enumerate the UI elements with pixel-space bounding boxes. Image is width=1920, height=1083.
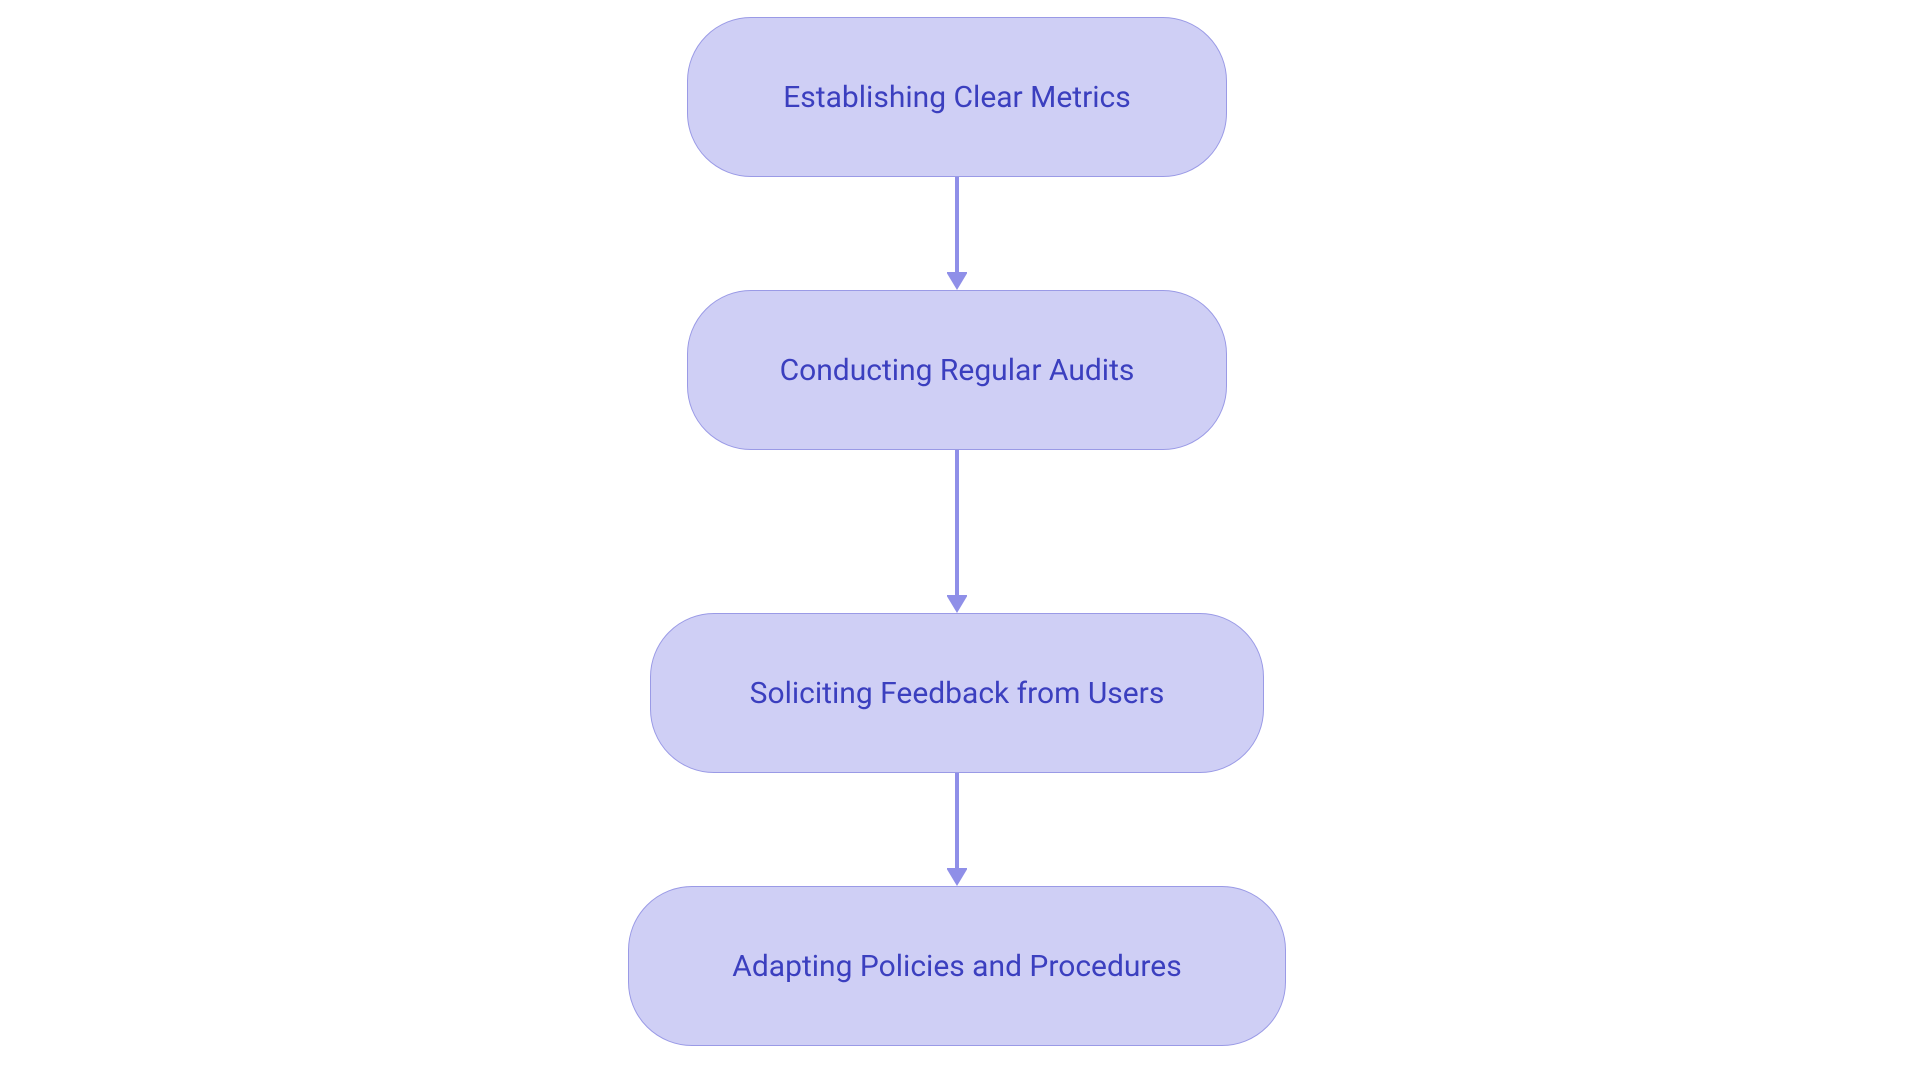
flow-node-1: Establishing Clear Metrics [687, 17, 1227, 177]
flow-node-3-label: Soliciting Feedback from Users [750, 676, 1165, 711]
flow-node-2: Conducting Regular Audits [687, 290, 1227, 450]
flow-edge-3 [947, 773, 967, 886]
flow-node-2-label: Conducting Regular Audits [780, 353, 1135, 388]
flow-node-3: Soliciting Feedback from Users [650, 613, 1264, 773]
flow-node-1-label: Establishing Clear Metrics [783, 80, 1130, 115]
flow-node-4-label: Adapting Policies and Procedures [732, 949, 1181, 984]
flow-node-4: Adapting Policies and Procedures [628, 886, 1286, 1046]
flowchart-canvas: Establishing Clear Metrics Conducting Re… [0, 0, 1920, 1083]
flow-edge-1 [947, 177, 967, 290]
flow-edge-2 [947, 450, 967, 613]
